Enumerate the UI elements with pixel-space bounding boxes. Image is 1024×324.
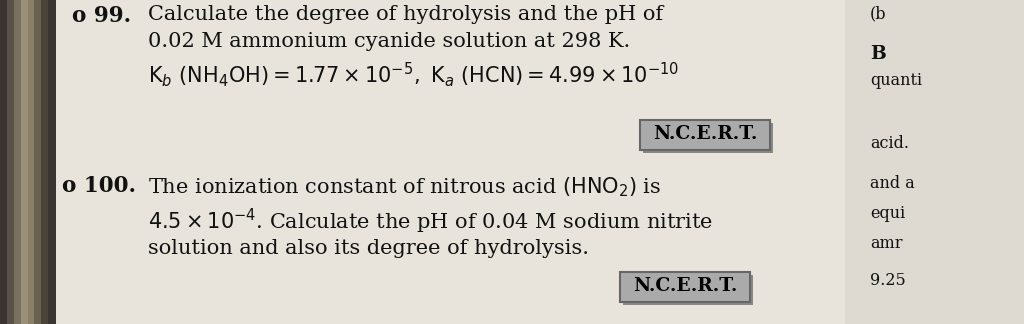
Text: o 100.: o 100.: [62, 175, 136, 197]
Text: Calculate the degree of hydrolysis and the pH of: Calculate the degree of hydrolysis and t…: [148, 5, 664, 24]
Bar: [35, 0, 42, 324]
Text: (b: (b: [870, 5, 887, 22]
Text: and a: and a: [870, 175, 914, 192]
Text: 9.25: 9.25: [870, 272, 906, 289]
Text: N.C.E.R.T.: N.C.E.R.T.: [633, 277, 737, 295]
Bar: [48, 0, 56, 324]
Bar: [20, 0, 29, 324]
FancyBboxPatch shape: [640, 120, 770, 150]
Text: 0.02 M ammonium cyanide solution at 298 K.: 0.02 M ammonium cyanide solution at 298 …: [148, 32, 630, 51]
Text: $\mathrm{K_{\it{b}}\ (NH_4OH) = 1.77 \times 10^{-5},\ K_{\it{a}}\ (HCN) = 4.99 \: $\mathrm{K_{\it{b}}\ (NH_4OH) = 1.77 \ti…: [148, 60, 679, 89]
Text: $\mathrm{4.5 \times 10^{-4}}$. Calculate the pH of 0.04 M sodium nitrite: $\mathrm{4.5 \times 10^{-4}}$. Calculate…: [148, 207, 713, 236]
Text: o 99.: o 99.: [72, 5, 131, 27]
Bar: [0, 0, 8, 324]
Text: quanti: quanti: [870, 72, 923, 89]
Text: solution and also its degree of hydrolysis.: solution and also its degree of hydrolys…: [148, 239, 589, 258]
FancyBboxPatch shape: [623, 275, 753, 305]
Text: amr: amr: [870, 235, 902, 252]
Bar: [845, 0, 1024, 324]
Text: equi: equi: [870, 205, 905, 222]
Text: N.C.E.R.T.: N.C.E.R.T.: [653, 125, 757, 143]
Bar: [28, 0, 36, 324]
FancyBboxPatch shape: [620, 272, 750, 302]
Bar: [13, 0, 22, 324]
Text: acid.: acid.: [870, 135, 909, 152]
FancyBboxPatch shape: [643, 123, 773, 153]
Text: The ionization constant of nitrous acid $\mathrm{(HNO_2)}$ is: The ionization constant of nitrous acid …: [148, 175, 662, 199]
Text: B: B: [870, 45, 886, 63]
Bar: [7, 0, 14, 324]
Bar: [41, 0, 49, 324]
